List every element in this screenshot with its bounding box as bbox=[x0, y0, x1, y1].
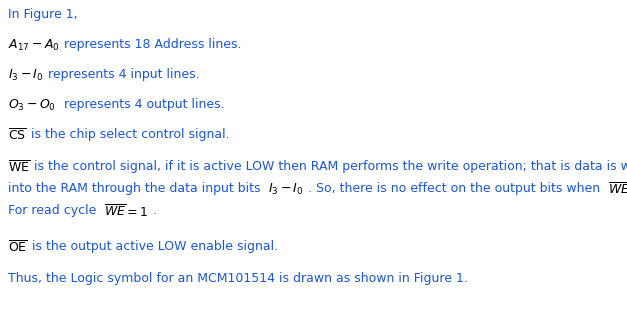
Text: For read cycle: For read cycle bbox=[8, 204, 104, 217]
Text: represents 18 Address lines.: represents 18 Address lines. bbox=[60, 38, 241, 51]
Text: Thus, the Logic symbol for an MCM101514 is drawn as shown in Figure 1.: Thus, the Logic symbol for an MCM101514 … bbox=[8, 272, 468, 285]
Text: $I_3-I_0$: $I_3-I_0$ bbox=[268, 182, 304, 197]
Text: In Figure 1,: In Figure 1, bbox=[8, 8, 78, 21]
Text: .: . bbox=[149, 204, 157, 217]
Text: $I_3-I_0$: $I_3-I_0$ bbox=[8, 68, 44, 83]
Text: $\overline{WE}=1$: $\overline{WE}=1$ bbox=[104, 204, 149, 220]
Text: $A_{17}-A_0$: $A_{17}-A_0$ bbox=[8, 38, 60, 53]
Text: represents 4 input lines.: represents 4 input lines. bbox=[44, 68, 199, 81]
Text: $\overline{WE}=0$: $\overline{WE}=0$ bbox=[608, 182, 627, 198]
Text: $\overline{\mathrm{OE}}$: $\overline{\mathrm{OE}}$ bbox=[8, 240, 28, 255]
Text: $O_3-O_0$: $O_3-O_0$ bbox=[8, 98, 56, 113]
Text: represents 4 output lines.: represents 4 output lines. bbox=[56, 98, 224, 111]
Text: is the chip select control signal.: is the chip select control signal. bbox=[27, 128, 229, 141]
Text: $\overline{\mathrm{CS}}$: $\overline{\mathrm{CS}}$ bbox=[8, 128, 27, 144]
Text: is the output active LOW enable signal.: is the output active LOW enable signal. bbox=[28, 240, 278, 253]
Text: . So, there is no effect on the output bits when: . So, there is no effect on the output b… bbox=[304, 182, 608, 195]
Text: is the control signal, if it is active LOW then RAM performs the write operation: is the control signal, if it is active L… bbox=[30, 160, 627, 173]
Text: $\overline{\mathrm{WE}}$: $\overline{\mathrm{WE}}$ bbox=[8, 160, 30, 175]
Text: into the RAM through the data input bits: into the RAM through the data input bits bbox=[8, 182, 268, 195]
